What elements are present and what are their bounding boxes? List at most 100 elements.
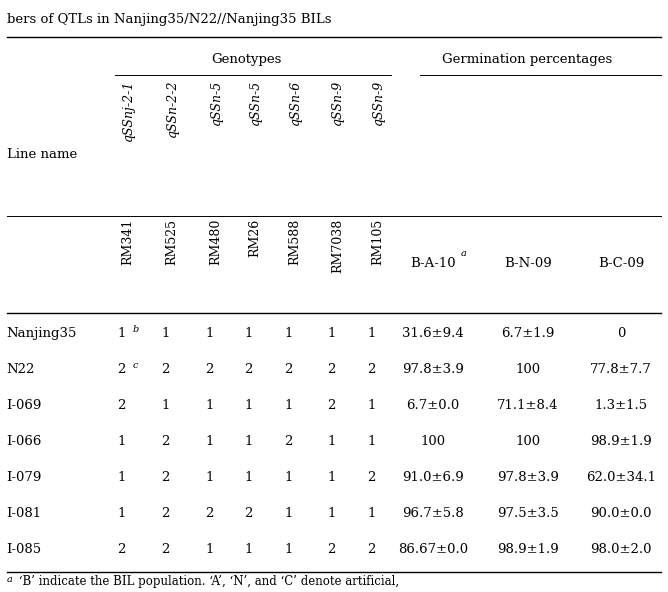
Text: I-085: I-085 — [7, 543, 42, 556]
Text: RM26: RM26 — [248, 219, 261, 258]
Text: qSSnj-2-1: qSSnj-2-1 — [122, 80, 134, 141]
Text: 1: 1 — [244, 399, 253, 412]
Text: Germination percentages: Germination percentages — [442, 53, 612, 66]
Text: 90.0±0.0: 90.0±0.0 — [591, 507, 652, 520]
Text: 1: 1 — [244, 543, 253, 556]
Text: 2: 2 — [244, 363, 253, 376]
Text: 97.5±3.5: 97.5±3.5 — [497, 507, 558, 520]
Text: qSSn-6: qSSn-6 — [289, 80, 301, 125]
Text: 31.6±9.4: 31.6±9.4 — [402, 327, 464, 340]
Text: 71.1±8.4: 71.1±8.4 — [497, 399, 558, 412]
Text: bers of QTLs in Nanjing35/N22//Nanjing35 BILs: bers of QTLs in Nanjing35/N22//Nanjing35… — [7, 13, 331, 26]
Text: qSSn-9: qSSn-9 — [371, 80, 384, 125]
Text: 1: 1 — [285, 543, 293, 556]
Text: 1: 1 — [118, 435, 126, 448]
Text: 2: 2 — [162, 435, 170, 448]
Text: 97.8±3.9: 97.8±3.9 — [402, 363, 464, 376]
Text: 1: 1 — [327, 471, 335, 484]
Text: I-069: I-069 — [7, 399, 42, 412]
Text: 1: 1 — [118, 507, 126, 520]
Text: 2: 2 — [162, 507, 170, 520]
Text: qSSn-5: qSSn-5 — [210, 80, 222, 125]
Text: 2: 2 — [285, 363, 293, 376]
Text: 2: 2 — [162, 543, 170, 556]
Text: 1: 1 — [118, 327, 126, 340]
Text: B-N-09: B-N-09 — [504, 257, 552, 270]
Text: 2: 2 — [162, 363, 170, 376]
Text: ‘B’ indicate the BIL population. ‘A’, ‘N’, and ‘C’ denote artificial,: ‘B’ indicate the BIL population. ‘A’, ‘N… — [15, 575, 399, 588]
Text: 2: 2 — [162, 471, 170, 484]
Text: 2: 2 — [285, 435, 293, 448]
Text: 1: 1 — [285, 507, 293, 520]
Text: I-081: I-081 — [7, 507, 42, 520]
Text: 1: 1 — [162, 399, 170, 412]
Text: qSSn-9: qSSn-9 — [331, 80, 344, 125]
Text: 100: 100 — [515, 435, 540, 448]
Text: 2: 2 — [118, 363, 126, 376]
Text: RM7038: RM7038 — [331, 219, 344, 274]
Text: 1: 1 — [285, 327, 293, 340]
Text: Line name: Line name — [7, 148, 77, 161]
Text: 1: 1 — [118, 471, 126, 484]
Text: 0: 0 — [617, 327, 625, 340]
Text: qSSn-2-2: qSSn-2-2 — [166, 80, 178, 137]
Text: 2: 2 — [206, 363, 214, 376]
Text: 6.7±0.0: 6.7±0.0 — [406, 399, 460, 412]
Text: 86.67±0.0: 86.67±0.0 — [398, 543, 468, 556]
Text: 98.0±2.0: 98.0±2.0 — [591, 543, 652, 556]
Text: Nanjing35: Nanjing35 — [7, 327, 77, 340]
Text: a: a — [7, 575, 13, 584]
Text: 1: 1 — [244, 435, 253, 448]
Text: 1: 1 — [206, 399, 214, 412]
Text: RM480: RM480 — [210, 219, 222, 265]
Text: a: a — [461, 249, 467, 259]
Text: 98.9±1.9: 98.9±1.9 — [591, 435, 652, 448]
Text: 98.9±1.9: 98.9±1.9 — [497, 543, 558, 556]
Text: 97.8±3.9: 97.8±3.9 — [497, 471, 558, 484]
Text: 1: 1 — [367, 435, 375, 448]
Text: RM588: RM588 — [289, 219, 301, 265]
Text: RM341: RM341 — [122, 219, 134, 265]
Text: 100: 100 — [515, 363, 540, 376]
Text: 1: 1 — [285, 471, 293, 484]
Text: 2: 2 — [118, 399, 126, 412]
Text: 1: 1 — [206, 471, 214, 484]
Text: 1: 1 — [244, 471, 253, 484]
Text: 91.0±6.9: 91.0±6.9 — [402, 471, 464, 484]
Text: B-A-10: B-A-10 — [410, 257, 456, 270]
Text: 2: 2 — [327, 363, 335, 376]
Text: 62.0±34.1: 62.0±34.1 — [587, 471, 656, 484]
Text: 1: 1 — [327, 327, 335, 340]
Text: 2: 2 — [118, 543, 126, 556]
Text: b: b — [133, 325, 139, 334]
Text: 2: 2 — [327, 543, 335, 556]
Text: 2: 2 — [367, 363, 375, 376]
Text: 1: 1 — [367, 327, 375, 340]
Text: I-066: I-066 — [7, 435, 42, 448]
Text: 2: 2 — [367, 471, 375, 484]
Text: qSSn-5: qSSn-5 — [248, 80, 261, 125]
Text: 1: 1 — [206, 435, 214, 448]
Text: I-079: I-079 — [7, 471, 42, 484]
Text: RM105: RM105 — [371, 219, 384, 265]
Text: c: c — [133, 361, 138, 370]
Text: 6.7±1.9: 6.7±1.9 — [501, 327, 554, 340]
Text: 2: 2 — [367, 543, 375, 556]
Text: 1: 1 — [162, 327, 170, 340]
Text: B-C-09: B-C-09 — [598, 257, 645, 270]
Text: 1: 1 — [244, 327, 253, 340]
Text: 1: 1 — [327, 507, 335, 520]
Text: Genotypes: Genotypes — [211, 53, 282, 66]
Text: 2: 2 — [327, 399, 335, 412]
Text: N22: N22 — [7, 363, 35, 376]
Text: RM525: RM525 — [166, 219, 178, 265]
Text: 1: 1 — [367, 507, 375, 520]
Text: 1: 1 — [206, 327, 214, 340]
Text: 1: 1 — [327, 435, 335, 448]
Text: 1: 1 — [367, 399, 375, 412]
Text: 2: 2 — [206, 507, 214, 520]
Text: 1: 1 — [206, 543, 214, 556]
Text: 1: 1 — [285, 399, 293, 412]
Text: 100: 100 — [420, 435, 446, 448]
Text: 77.8±7.7: 77.8±7.7 — [591, 363, 652, 376]
